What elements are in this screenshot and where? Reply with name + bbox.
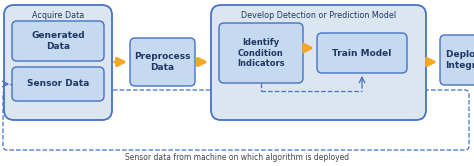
FancyBboxPatch shape xyxy=(440,35,474,85)
FancyBboxPatch shape xyxy=(12,21,104,61)
FancyBboxPatch shape xyxy=(219,23,303,83)
FancyBboxPatch shape xyxy=(130,38,195,86)
Text: Train Model: Train Model xyxy=(332,48,392,57)
Text: Acquire Data: Acquire Data xyxy=(32,10,84,19)
Text: Develop Detection or Prediction Model: Develop Detection or Prediction Model xyxy=(241,10,396,19)
Text: Deploy &
Integrate: Deploy & Integrate xyxy=(445,50,474,70)
Text: Generated
Data: Generated Data xyxy=(31,31,85,51)
Text: Identify
Condition
Indicators: Identify Condition Indicators xyxy=(237,38,285,68)
FancyBboxPatch shape xyxy=(12,67,104,101)
FancyBboxPatch shape xyxy=(4,5,112,120)
Text: Preprocess
Data: Preprocess Data xyxy=(134,52,191,72)
FancyBboxPatch shape xyxy=(317,33,407,73)
FancyBboxPatch shape xyxy=(211,5,426,120)
Text: Sensor data from machine on which algorithm is deployed: Sensor data from machine on which algori… xyxy=(125,154,349,163)
Text: Sensor Data: Sensor Data xyxy=(27,80,89,88)
